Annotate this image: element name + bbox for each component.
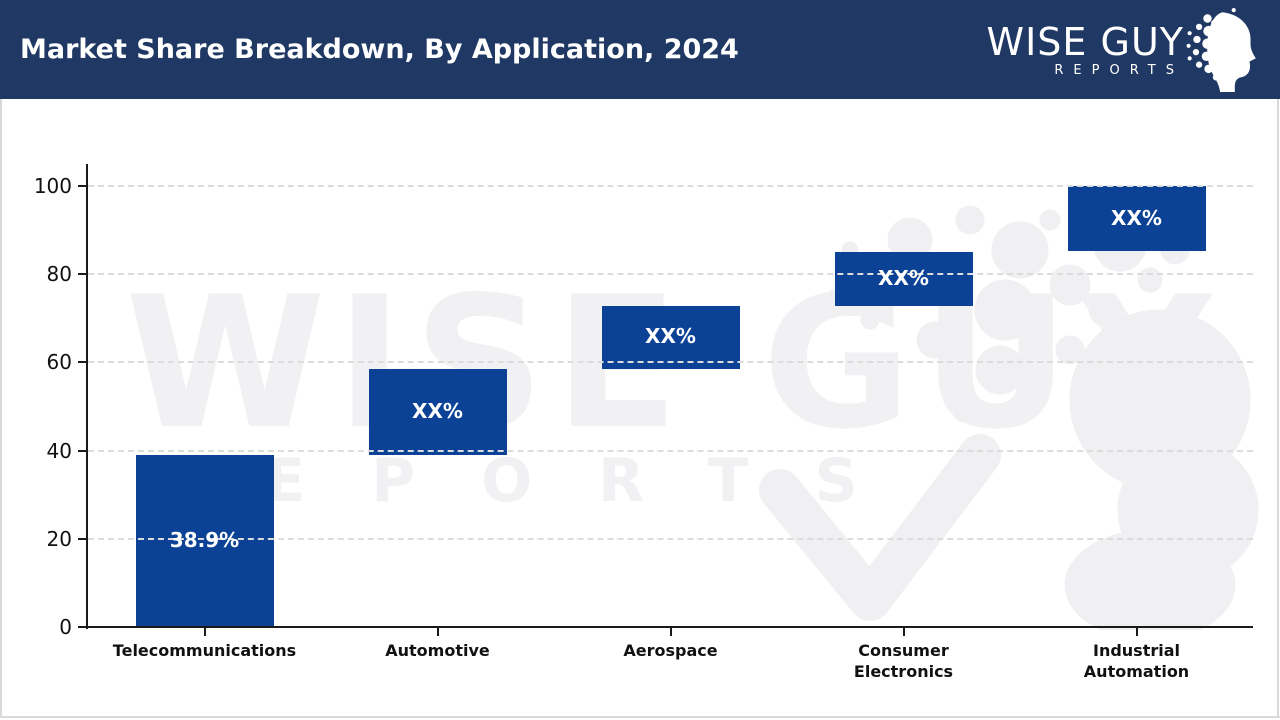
gridline	[88, 273, 1253, 276]
bar-value-label: 38.9%	[169, 528, 240, 553]
x-tick-mark	[436, 628, 439, 636]
x-axis-spine	[86, 626, 1253, 628]
page-title: Market Share Breakdown, By Application, …	[20, 34, 739, 65]
y-tick-mark	[78, 449, 86, 452]
y-tick-label: 0	[59, 615, 72, 639]
logo-reports-text: REPORTS	[1054, 63, 1184, 78]
card-edge-left	[0, 99, 2, 717]
x-tick-mark	[1135, 628, 1138, 636]
gridline	[88, 185, 1253, 187]
logo-wordmark: WISE GUY REPORTS	[987, 22, 1184, 78]
x-tick-mark	[669, 628, 672, 636]
bar-aerospace	[601, 306, 740, 369]
y-tick-label: 80	[46, 262, 72, 287]
header: Market Share Breakdown, By Application, …	[0, 0, 1280, 99]
y-tick-mark	[78, 537, 86, 540]
y-tick-label: 20	[46, 526, 72, 551]
y-axis-spine	[86, 164, 88, 629]
x-tick-label: Consumer Electronics	[853, 641, 954, 681]
x-tick-mark	[902, 628, 905, 636]
bar-value-label: XX%	[645, 324, 696, 349]
x-tick-label: Telecommunications	[112, 641, 297, 660]
y-tick-label: 60	[46, 350, 72, 375]
y-tick-label: 40	[46, 438, 72, 463]
y-tick-mark	[78, 626, 86, 628]
gridline	[88, 537, 1253, 540]
bar-value-label: XX%	[412, 399, 463, 423]
x-tick-label: Automotive	[385, 641, 490, 660]
y-tick-mark	[78, 361, 86, 364]
bar-telecommunications	[135, 455, 274, 627]
y-tick-mark	[78, 185, 86, 187]
logo-name-text: WISE GUY	[986, 20, 1184, 64]
gridline	[88, 361, 1253, 364]
x-tick-label: Aerospace	[623, 641, 718, 660]
card-edge-right	[1277, 99, 1279, 717]
y-tick-label: 100	[33, 174, 72, 198]
wiseguy-logo: WISE GUY REPORTS	[987, 8, 1266, 92]
bar-value-label: XX%	[1111, 205, 1162, 230]
card-edge-bottom	[0, 716, 1280, 718]
x-tick-mark	[203, 628, 206, 636]
head-profile-dots-icon	[1186, 8, 1256, 92]
bar-value-label: XX%	[878, 265, 929, 290]
bar-automotive	[368, 369, 507, 455]
gridline	[88, 449, 1253, 452]
x-tick-label: Industrial Automation	[1083, 641, 1190, 681]
y-tick-mark	[78, 273, 86, 276]
